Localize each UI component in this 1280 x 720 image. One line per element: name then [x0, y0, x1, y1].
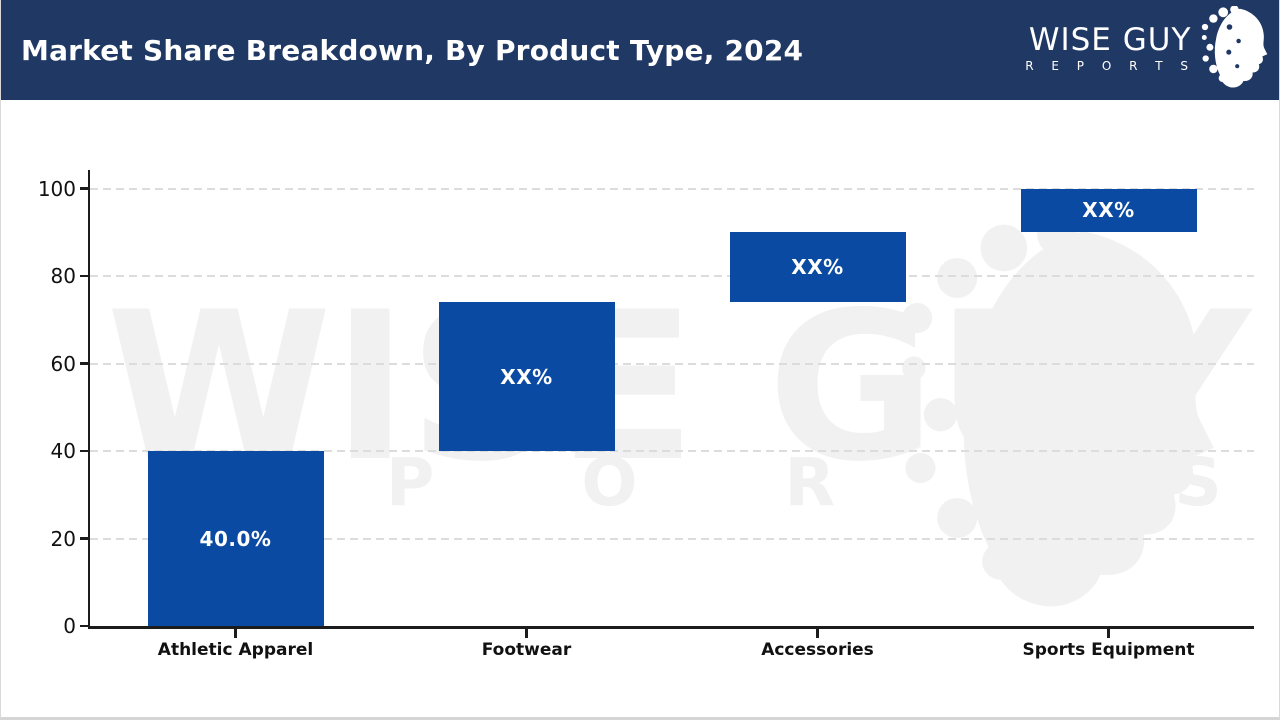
bar-segment-1: XX% [438, 302, 615, 451]
x-tick-0 [234, 628, 237, 638]
x-category-label: Footwear [481, 640, 572, 660]
brand-logo: WISE GUY R E P O R T S [1025, 6, 1269, 90]
bar-value-label: XX% [1082, 198, 1135, 223]
y-tick-0 [80, 624, 89, 628]
bar-value-label: XX% [500, 364, 553, 389]
y-axis-line [87, 170, 90, 629]
bar-segment-0: 40.0% [147, 451, 324, 626]
x-tick-3 [1107, 628, 1110, 638]
brand-subname: R E P O R T S [1025, 58, 1195, 73]
x-tick-1 [525, 628, 528, 638]
brand-name: WISE GUY [1028, 22, 1192, 59]
gridline-80 [90, 275, 1254, 277]
x-tick-2 [816, 628, 819, 638]
gridline-100 [90, 187, 1254, 190]
y-tick-label: 20 [50, 526, 76, 551]
bar-value-label: 40.0% [199, 526, 272, 551]
gridline-40 [90, 450, 1254, 452]
y-tick-20 [80, 537, 89, 540]
y-tick-label: 40 [50, 439, 76, 463]
gridline-60 [90, 362, 1254, 365]
brand-logo-text: WISE GUY R E P O R T S [1025, 23, 1195, 72]
face-profile-dots-icon [1201, 6, 1268, 88]
bar-value-label: XX% [791, 255, 844, 280]
y-tick-80 [80, 274, 89, 278]
x-axis-line [87, 626, 1254, 629]
bar-segment-3: XX% [1020, 188, 1197, 233]
y-tick-100 [80, 187, 89, 190]
face-profile-dots-watermark [902, 218, 1214, 607]
page-title: Market Share Breakdown, By Product Type,… [21, 33, 804, 67]
y-tick-60 [80, 362, 89, 365]
bar-segment-2: XX% [729, 232, 906, 303]
y-tick-label: 60 [50, 351, 76, 376]
gridline-20 [90, 537, 1254, 540]
x-category-label: Accessories [761, 640, 874, 660]
y-tick-label: 0 [63, 614, 76, 638]
y-tick-40 [80, 449, 89, 453]
x-category-label: Sports Equipment [1022, 640, 1195, 660]
y-tick-label: 80 [50, 264, 76, 288]
header-bar: Market Share Breakdown, By Product Type,… [1, 0, 1279, 100]
x-category-label: Athletic Apparel [157, 640, 314, 660]
y-tick-label: 100 [37, 176, 76, 201]
